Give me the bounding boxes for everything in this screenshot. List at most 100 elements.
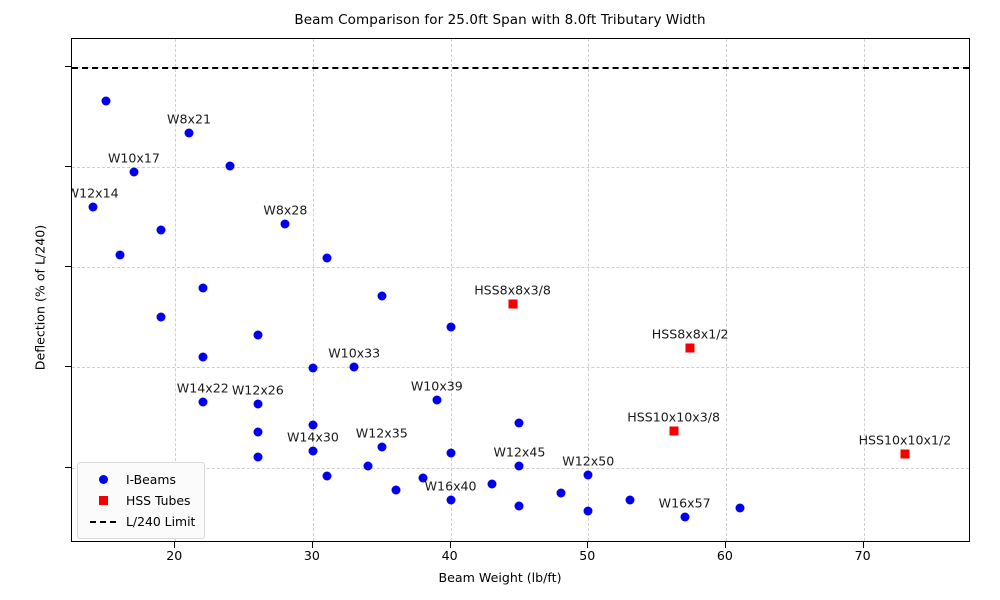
data-point-ibeam[interactable]	[363, 461, 373, 471]
data-point-label: W16x57	[658, 495, 711, 511]
data-point-label: W8x21	[167, 111, 211, 127]
y-tick-mark	[65, 366, 71, 368]
legend-label: I-Beams	[126, 472, 176, 487]
x-tick-mark	[862, 542, 864, 548]
x-tick-mark	[311, 542, 313, 548]
data-point-ibeam[interactable]	[129, 167, 139, 177]
data-point-ibeam[interactable]	[446, 448, 456, 458]
data-point-ibeam[interactable]	[446, 322, 456, 332]
data-point-ibeam[interactable]	[308, 363, 318, 373]
data-point-label: W10x39	[410, 378, 463, 394]
data-point-ibeam[interactable]	[253, 427, 263, 437]
data-point-ibeam[interactable]	[156, 312, 166, 322]
data-point-label: W12x14	[71, 185, 119, 201]
x-axis-label: Beam Weight (lb/ft)	[438, 570, 562, 585]
data-point-label: HSS10x10x3/8	[627, 409, 720, 425]
gridline-vertical	[175, 39, 177, 541]
data-point-ibeam[interactable]	[418, 473, 428, 483]
data-point-ibeam[interactable]	[583, 506, 593, 516]
legend-swatch	[86, 475, 120, 484]
data-point-ibeam[interactable]	[514, 461, 524, 471]
y-tick-mark	[65, 266, 71, 268]
data-point-ibeam[interactable]	[514, 501, 524, 511]
data-point-label: HSS8x8x3/8	[474, 282, 551, 298]
data-point-ibeam[interactable]	[308, 446, 318, 456]
gridline-vertical	[588, 39, 590, 541]
data-point-label: W12x26	[231, 381, 284, 397]
data-point-hss[interactable]	[900, 449, 910, 459]
data-point-ibeam[interactable]	[101, 96, 111, 106]
x-tick-label: 70	[854, 548, 871, 563]
gridline-vertical	[725, 39, 727, 541]
data-point-ibeam[interactable]	[198, 397, 208, 407]
y-tick-mark	[65, 165, 71, 167]
data-point-label: W14x22	[176, 380, 229, 396]
data-point-ibeam[interactable]	[391, 485, 401, 495]
gridline-vertical	[312, 39, 314, 541]
data-point-ibeam[interactable]	[280, 219, 290, 229]
y-tick-mark	[65, 466, 71, 468]
legend-dashed-line-icon	[90, 520, 116, 523]
data-point-label: W10x33	[328, 345, 381, 361]
legend-swatch	[86, 520, 120, 523]
x-tick-label: 30	[303, 548, 320, 563]
data-point-ibeam[interactable]	[253, 399, 263, 409]
data-point-ibeam[interactable]	[556, 488, 566, 498]
data-point-label: W12x50	[562, 453, 615, 469]
x-tick-mark	[449, 542, 451, 548]
data-point-ibeam[interactable]	[322, 471, 332, 481]
gridline-vertical	[863, 39, 865, 541]
y-axis-label: Deflection (% of L/240)	[32, 224, 48, 371]
data-point-ibeam[interactable]	[735, 503, 745, 513]
plot-area: W8x21 W10x17 W12x14 W8x28 W10x33 W10x39 W14x22…	[71, 38, 970, 542]
x-tick-mark	[174, 542, 176, 548]
data-point-ibeam[interactable]	[115, 250, 125, 260]
data-point-hss[interactable]	[685, 343, 695, 353]
reference-line-l240	[72, 66, 969, 69]
data-point-ibeam[interactable]	[625, 495, 635, 505]
data-point-ibeam[interactable]	[680, 512, 690, 522]
data-point-label: W12x45	[493, 444, 546, 460]
legend-swatch	[86, 496, 120, 505]
legend-circle-icon	[98, 475, 108, 484]
x-tick-mark	[724, 542, 726, 548]
data-point-ibeam[interactable]	[88, 202, 98, 212]
y-tick-mark	[65, 65, 71, 67]
data-point-ibeam[interactable]	[253, 330, 263, 340]
legend-label: HSS Tubes	[126, 493, 191, 508]
data-point-ibeam[interactable]	[583, 470, 593, 480]
data-point-ibeam[interactable]	[253, 452, 263, 462]
x-tick-label: 20	[166, 548, 183, 563]
data-point-ibeam[interactable]	[225, 161, 235, 171]
data-point-ibeam[interactable]	[487, 479, 497, 489]
data-point-ibeam[interactable]	[198, 352, 208, 362]
data-point-ibeam[interactable]	[446, 495, 456, 505]
chart-legend[interactable]: I-Beams HSS Tubes L/240 Limit	[77, 462, 206, 539]
gridline-horizontal	[72, 166, 969, 168]
data-point-ibeam[interactable]	[349, 362, 359, 372]
data-point-ibeam[interactable]	[377, 442, 387, 452]
data-point-label: HSS8x8x1/2	[651, 326, 729, 342]
data-point-ibeam[interactable]	[432, 395, 442, 405]
data-point-ibeam[interactable]	[184, 128, 194, 138]
data-point-label: W10x17	[107, 150, 160, 166]
x-tick-label: 60	[716, 548, 733, 563]
legend-item-i-beams[interactable]: I-Beams	[86, 469, 195, 490]
data-point-ibeam[interactable]	[514, 418, 524, 428]
data-point-ibeam[interactable]	[308, 420, 318, 430]
data-point-label: W12x35	[355, 425, 408, 441]
legend-item-hss-tubes[interactable]: HSS Tubes	[86, 490, 195, 511]
data-point-ibeam[interactable]	[377, 291, 387, 301]
data-point-hss[interactable]	[508, 299, 518, 309]
data-point-hss[interactable]	[669, 426, 679, 436]
gridline-vertical	[450, 39, 452, 541]
gridline-horizontal	[72, 367, 969, 369]
data-point-ibeam[interactable]	[156, 225, 166, 235]
data-point-ibeam[interactable]	[198, 283, 208, 293]
legend-item-l-240-limit[interactable]: L/240 Limit	[86, 511, 195, 532]
data-point-ibeam[interactable]	[322, 253, 332, 263]
data-point-label: W16x40	[424, 478, 477, 494]
data-point-label: W14x30	[286, 429, 339, 445]
legend-label: L/240 Limit	[126, 514, 196, 529]
